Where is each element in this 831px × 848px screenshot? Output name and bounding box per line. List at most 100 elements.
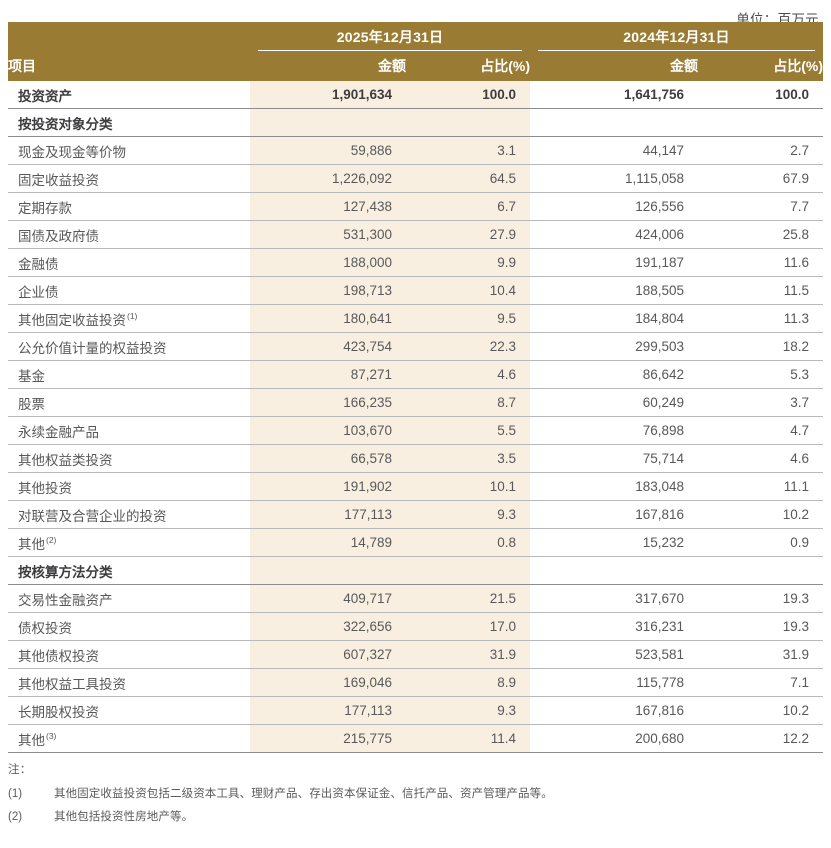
row-label: 债权投资	[8, 612, 250, 641]
footnote-index: (2)	[8, 811, 23, 824]
table-row: 基金 87,271 4.6 86,642 5.3	[8, 360, 823, 389]
cell-ratio-2024: 10.2	[698, 500, 823, 529]
cell-amount-2024: 188,505	[530, 276, 698, 305]
cell-amount-2024: 299,503	[530, 332, 698, 361]
cell-amount-2025: 59,886	[250, 136, 406, 165]
header-item: 项目	[8, 51, 250, 81]
cell-amount-2025: 177,113	[250, 696, 406, 725]
row-label: 长期股权投资	[8, 696, 250, 725]
header-row-periods: 2025年12月31日 2024年12月31日	[8, 22, 823, 51]
cell-amount-2024: 523,581	[530, 640, 698, 669]
cell-amount-2025: 188,000	[250, 248, 406, 277]
table-row: 对联营及合营企业的投资 177,113 9.3 167,816 10.2	[8, 500, 823, 529]
row-label: 交易性金融资产	[8, 584, 250, 613]
cell-ratio-2025: 9.3	[406, 500, 530, 529]
table-row: 按核算方法分类	[8, 556, 823, 585]
cell-ratio-2024: 67.9	[698, 164, 823, 193]
cell-ratio-2025	[406, 556, 530, 585]
footnotes: 注： (1) 其他固定收益投资包括二级资本工具、理财产品、存出资本保证金、信托产品…	[8, 762, 831, 826]
cell-ratio-2025: 4.6	[406, 360, 530, 389]
cell-amount-2025: 127,438	[250, 192, 406, 221]
table-row: 其他(3) 215,775 11.4 200,680 12.2	[8, 724, 823, 753]
table-row: 永续金融产品 103,670 5.5 76,898 4.7	[8, 416, 823, 445]
cell-amount-2024: 317,670	[530, 584, 698, 613]
table-row: 其他固定收益投资(1) 180,641 9.5 184,804 11.3	[8, 304, 823, 333]
cell-ratio-2025: 21.5	[406, 584, 530, 613]
cell-ratio-2024: 19.3	[698, 584, 823, 613]
table-row: 公允价值计量的权益投资 423,754 22.3 299,503 18.2	[8, 332, 823, 361]
cell-ratio-2024: 4.7	[698, 416, 823, 445]
cell-ratio-2024: 11.1	[698, 472, 823, 501]
cell-amount-2025: 322,656	[250, 612, 406, 641]
cell-ratio-2024: 7.7	[698, 192, 823, 221]
cell-ratio-2025: 9.5	[406, 304, 530, 333]
cell-ratio-2025: 9.3	[406, 696, 530, 725]
row-label: 现金及现金等价物	[8, 136, 250, 165]
cell-ratio-2024: 18.2	[698, 332, 823, 361]
table-row: 其他(2) 14,789 0.8 15,232 0.9	[8, 528, 823, 557]
cell-amount-2024: 15,232	[530, 528, 698, 557]
cell-amount-2024: 86,642	[530, 360, 698, 389]
row-label: 定期存款	[8, 192, 250, 221]
row-label: 国债及政府债	[8, 220, 250, 249]
cell-ratio-2024	[698, 556, 823, 585]
table-container: 2025年12月31日 2024年12月31日 项目 金额 占比(%) 金额 占…	[8, 22, 823, 753]
header-underline-2024	[538, 49, 815, 51]
header-period-2024-label: 2024年12月31日	[623, 28, 730, 45]
row-label: 其他固定收益投资(1)	[8, 304, 250, 333]
cell-ratio-2024: 5.3	[698, 360, 823, 389]
cell-amount-2024: 167,816	[530, 696, 698, 725]
cell-amount-2024: 424,006	[530, 220, 698, 249]
cell-ratio-2024: 3.7	[698, 388, 823, 417]
table-row: 定期存款 127,438 6.7 126,556 7.7	[8, 192, 823, 221]
footnote-index: (1)	[8, 787, 23, 800]
row-label: 永续金融产品	[8, 416, 250, 445]
investment-assets-table: 2025年12月31日 2024年12月31日 项目 金额 占比(%) 金额 占…	[8, 22, 823, 753]
cell-ratio-2025: 3.1	[406, 136, 530, 165]
cell-ratio-2025: 9.9	[406, 248, 530, 277]
cell-amount-2024	[530, 556, 698, 585]
cell-amount-2025: 191,902	[250, 472, 406, 501]
footnotes-title: 注：	[8, 764, 32, 776]
cell-amount-2025: 169,046	[250, 668, 406, 697]
cell-ratio-2025: 8.7	[406, 388, 530, 417]
cell-amount-2024: 126,556	[530, 192, 698, 221]
table-row: 债权投资 322,656 17.0 316,231 19.3	[8, 612, 823, 641]
cell-ratio-2024: 11.6	[698, 248, 823, 277]
cell-amount-2024: 1,641,756	[530, 81, 698, 109]
row-label: 对联营及合营企业的投资	[8, 500, 250, 529]
table-row: 交易性金融资产 409,717 21.5 317,670 19.3	[8, 584, 823, 613]
cell-ratio-2025: 10.1	[406, 472, 530, 501]
cell-amount-2024: 44,147	[530, 136, 698, 165]
cell-ratio-2025: 17.0	[406, 612, 530, 641]
header-spacer	[8, 22, 250, 51]
cell-amount-2024: 191,187	[530, 248, 698, 277]
cell-ratio-2025: 5.5	[406, 416, 530, 445]
cell-amount-2024: 1,115,058	[530, 164, 698, 193]
cell-ratio-2024: 10.2	[698, 696, 823, 725]
table-row: 固定收益投资 1,226,092 64.5 1,115,058 67.9	[8, 164, 823, 193]
cell-amount-2025: 166,235	[250, 388, 406, 417]
cell-amount-2024: 167,816	[530, 500, 698, 529]
row-label: 固定收益投资	[8, 164, 250, 193]
header-ratio-2025: 占比(%)	[406, 51, 530, 81]
row-footnote-marker: (3)	[46, 731, 57, 741]
table-row: 股票 166,235 8.7 60,249 3.7	[8, 388, 823, 417]
row-label: 按核算方法分类	[8, 556, 250, 585]
cell-ratio-2024: 100.0	[698, 81, 823, 109]
cell-ratio-2025: 8.9	[406, 668, 530, 697]
cell-ratio-2025	[406, 108, 530, 137]
header-amount-2025: 金额	[250, 51, 406, 81]
footnote-text: 其他固定收益投资包括二级资本工具、理财产品、存出资本保证金、信托产品、资产管理产…	[54, 787, 553, 800]
table-row: 金融债 188,000 9.9 191,187 11.6	[8, 248, 823, 277]
header-period-2024: 2024年12月31日	[530, 22, 823, 51]
row-label: 其他投资	[8, 472, 250, 501]
table-row: 企业债 198,713 10.4 188,505 11.5	[8, 276, 823, 305]
cell-ratio-2024: 31.9	[698, 640, 823, 669]
cell-ratio-2025: 22.3	[406, 332, 530, 361]
row-footnote-marker: (2)	[46, 535, 57, 545]
cell-amount-2025: 103,670	[250, 416, 406, 445]
table-body: 投资资产 1,901,634 100.0 1,641,756 100.0 按投资对象分类现…	[8, 81, 823, 753]
cell-ratio-2025: 27.9	[406, 220, 530, 249]
header-row-columns: 项目 金额 占比(%) 金额 占比(%)	[8, 51, 823, 81]
